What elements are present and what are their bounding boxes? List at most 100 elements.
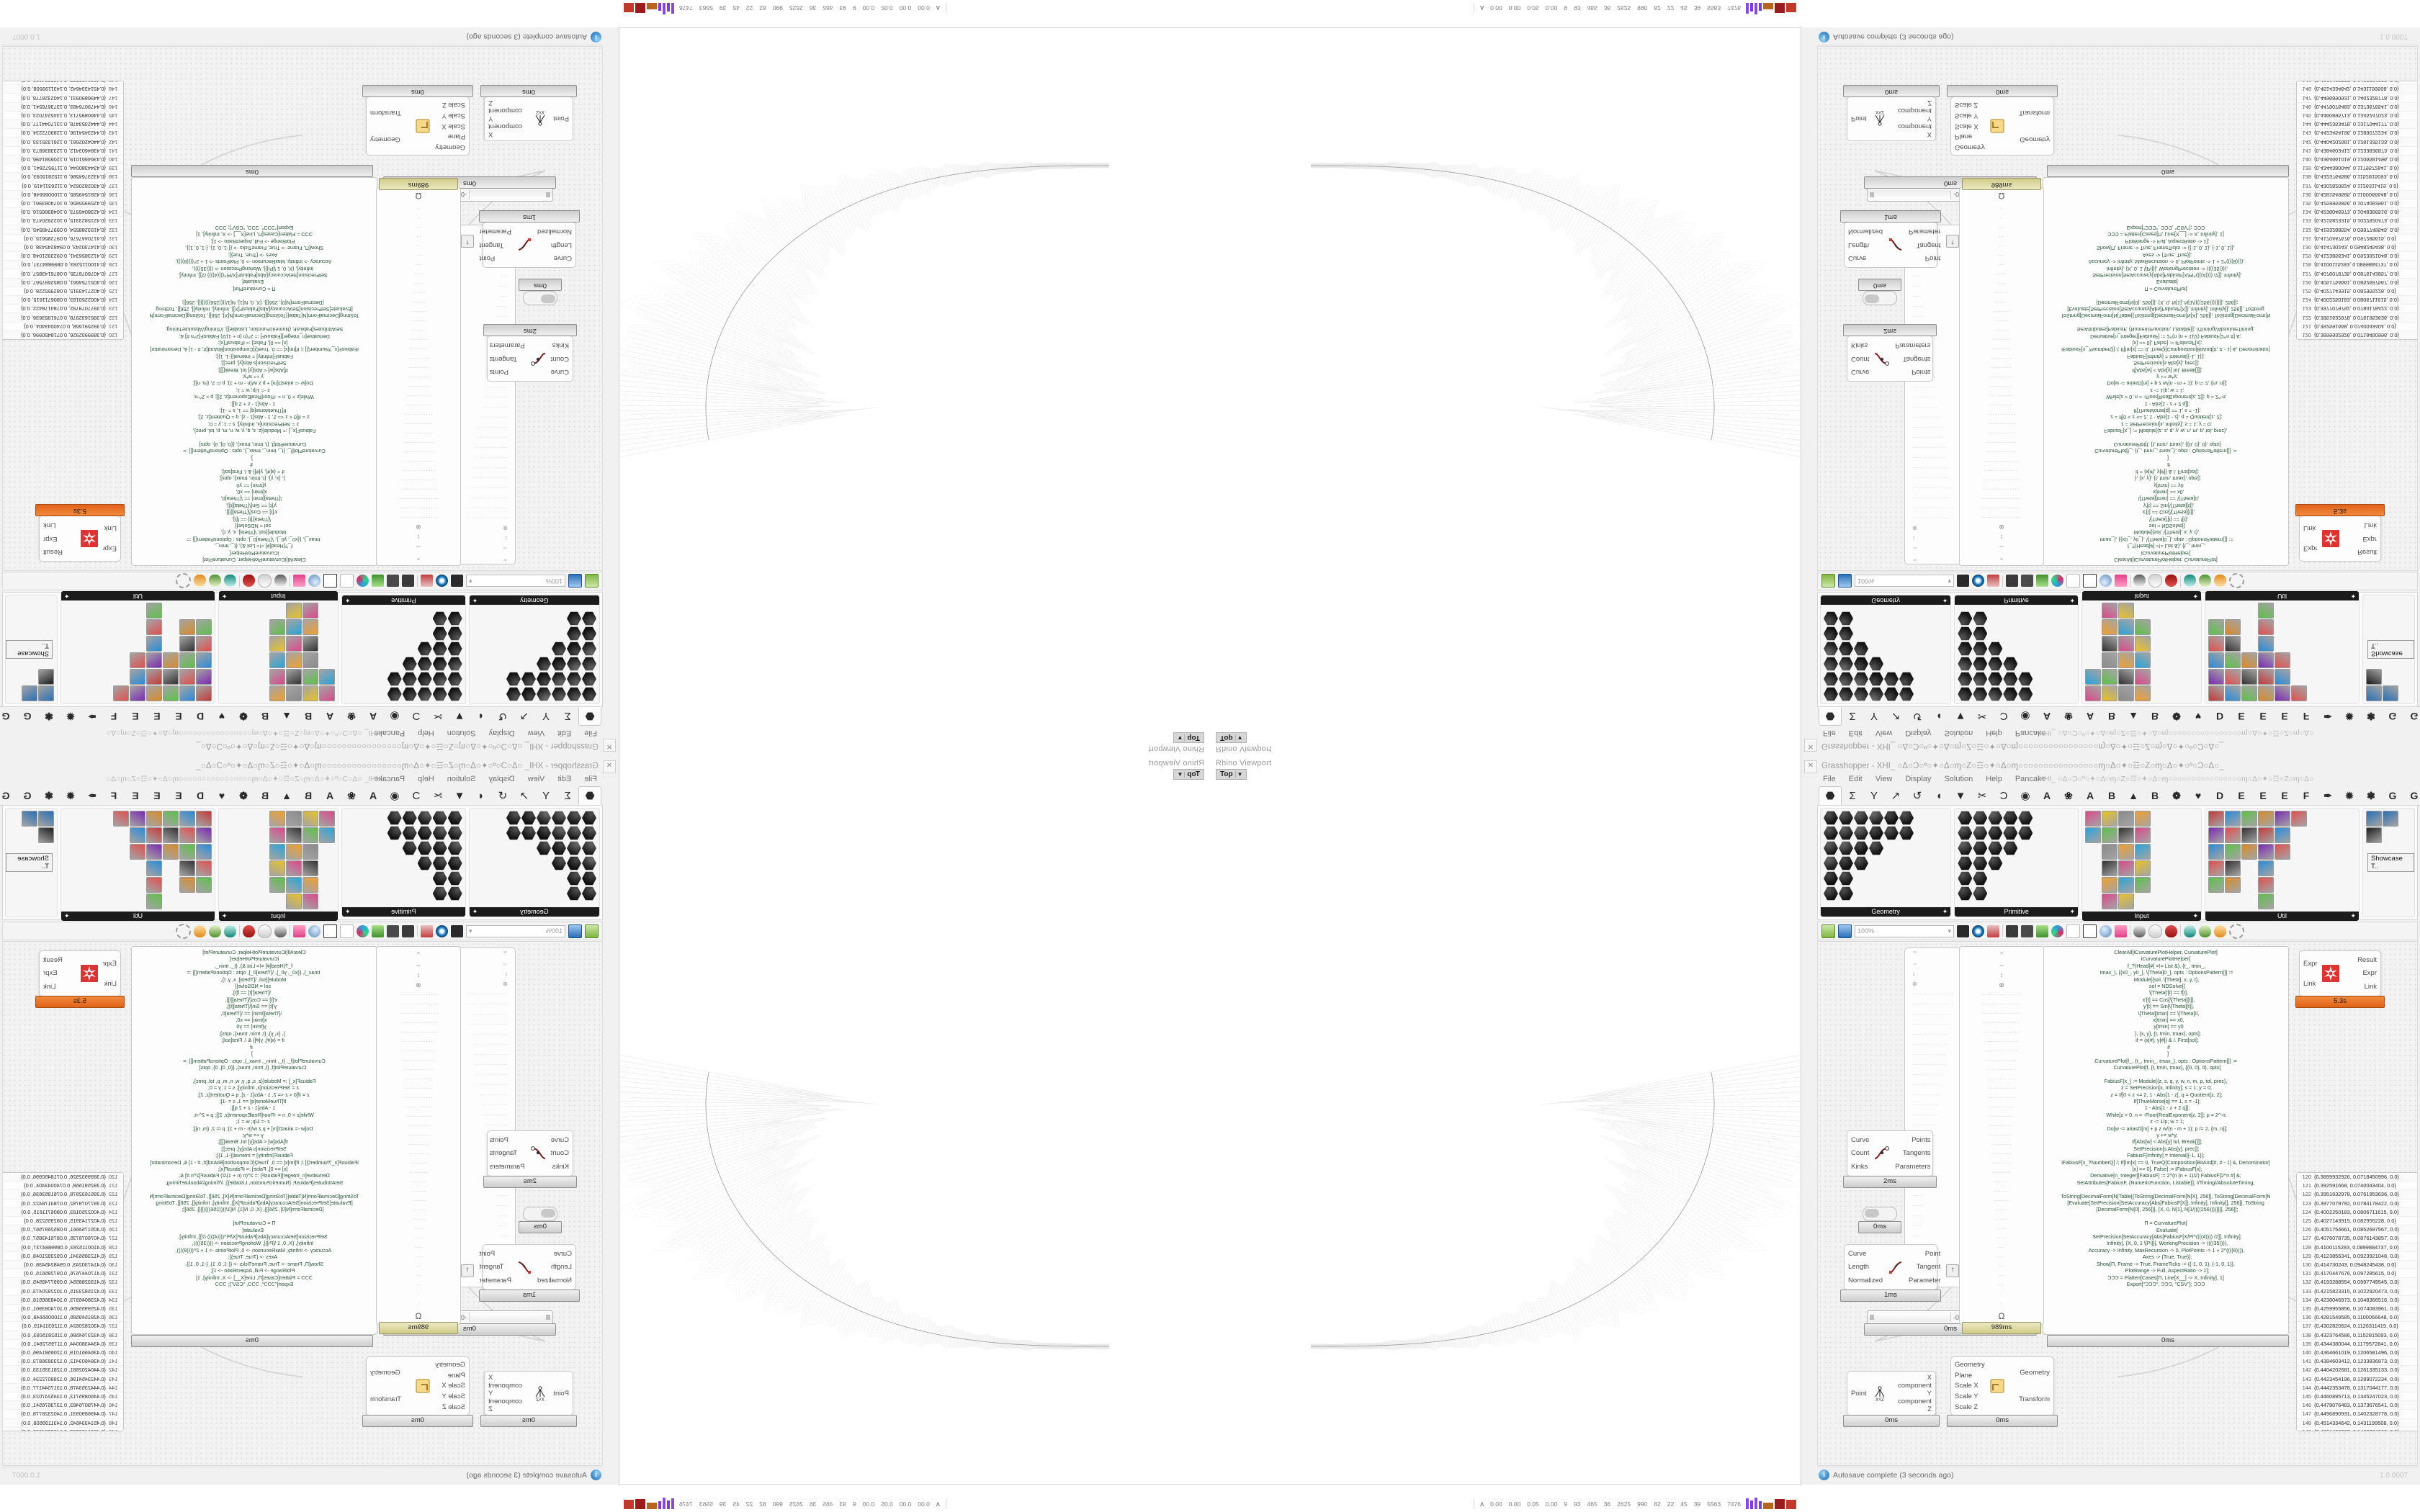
pin-icon[interactable]: ✦ xyxy=(1942,908,1948,915)
sketch-icon[interactable] xyxy=(421,924,433,937)
port-label[interactable]: Link xyxy=(104,524,117,533)
palette-icon[interactable] xyxy=(1973,687,1987,701)
palette-icon[interactable] xyxy=(2135,827,2151,843)
palette-icon[interactable] xyxy=(1839,657,1853,671)
palette-icon[interactable] xyxy=(269,827,285,843)
grasshopper-canvas[interactable]: ⌃⌃⇔⇔↕↕⊗⊗················||||||||||||||||… xyxy=(2,46,603,571)
shade-light-icon[interactable] xyxy=(258,574,272,588)
port-label[interactable]: Geometry xyxy=(370,1369,400,1377)
palette-icon[interactable] xyxy=(552,657,566,671)
open-file-icon[interactable] xyxy=(1821,924,1835,938)
palette-icon[interactable] xyxy=(537,657,551,671)
palette-icon[interactable] xyxy=(1958,811,1973,825)
palette-icon[interactable] xyxy=(403,826,417,840)
palette-icon[interactable] xyxy=(195,844,212,860)
palette-icon[interactable] xyxy=(269,685,285,701)
palette-icon[interactable] xyxy=(433,642,447,656)
ribbon-tab-letter-0[interactable]: A xyxy=(369,711,377,722)
help-icon[interactable] xyxy=(2115,575,2127,588)
palette-icon[interactable] xyxy=(1988,856,2003,870)
port-label[interactable]: Point xyxy=(1924,1249,1941,1258)
ribbon-group-primitive-icons[interactable] xyxy=(1955,605,2078,703)
shade-red-icon[interactable] xyxy=(243,924,255,937)
cluster-icon[interactable] xyxy=(357,575,369,588)
ribbon-tab-letter-10[interactable]: E xyxy=(153,711,161,722)
pin-icon[interactable]: ✦ xyxy=(2192,912,2199,919)
palette-icon[interactable] xyxy=(129,811,145,827)
ribbon-tab-letter-4[interactable]: ▲ xyxy=(282,790,292,801)
palette-icon[interactable] xyxy=(1958,871,1973,886)
ribbon-tab-letter-1[interactable]: ❀ xyxy=(347,711,356,723)
palette-icon[interactable] xyxy=(567,611,581,626)
port-label[interactable]: Points xyxy=(489,1135,508,1144)
zoom-extents-icon[interactable] xyxy=(451,924,463,937)
selection-icon[interactable] xyxy=(2229,573,2244,589)
bake-icon[interactable] xyxy=(2036,575,2048,588)
ribbon-tab-3[interactable]: ↗ xyxy=(1891,790,1901,802)
caret-icon[interactable]: ʌ xyxy=(936,4,940,12)
palette-icon[interactable] xyxy=(1869,841,1883,855)
port-label[interactable]: Parameter xyxy=(1909,227,1941,235)
palette-icon[interactable] xyxy=(2208,685,2225,701)
palette-icon[interactable] xyxy=(1958,611,1972,626)
port-label[interactable]: Scale Z xyxy=(442,1403,465,1412)
palette-icon[interactable] xyxy=(129,669,145,685)
pin-icon[interactable]: ✦ xyxy=(221,912,228,919)
palette-icon[interactable] xyxy=(37,669,54,685)
palette-icon[interactable] xyxy=(2118,652,2135,668)
palette-icon[interactable] xyxy=(403,672,417,686)
ribbon-tab-letter-17[interactable]: G xyxy=(1,711,10,722)
selection-icon[interactable] xyxy=(176,923,191,939)
palette-icon[interactable] xyxy=(2118,636,2135,652)
palette-icon[interactable] xyxy=(2275,827,2291,843)
palette-icon[interactable] xyxy=(285,860,302,876)
ribbon-tab-0[interactable]: ⬣ xyxy=(1819,707,1842,726)
palette-icon[interactable] xyxy=(567,642,581,656)
palette-icon[interactable] xyxy=(269,619,285,635)
palette-icon[interactable] xyxy=(448,687,462,701)
ribbon-group-util-icons[interactable] xyxy=(2205,600,2359,703)
port-label[interactable]: Transform xyxy=(370,1395,401,1403)
palette-icon[interactable] xyxy=(179,844,195,860)
graph-ramp-panel[interactable]: ⌃ ⇔ ↕ ⊗ ··············· ··············· ······… xyxy=(376,187,461,566)
component-evaluate-length[interactable]: Curve Length Normalized Point Tangent Pa… xyxy=(479,210,580,268)
port-label[interactable]: Tangent xyxy=(1916,1263,1941,1272)
ribbon-group-util-icons[interactable] xyxy=(61,600,215,703)
component-scale-nu[interactable]: Geometry Plane Scale X Scale Y Scale Z G… xyxy=(362,85,473,156)
palette-icon[interactable] xyxy=(1973,856,1988,870)
zoom-level-input[interactable]: 100% ▾ xyxy=(466,575,565,588)
palette-icon[interactable] xyxy=(582,626,596,641)
palette-icon[interactable] xyxy=(2241,844,2258,860)
palette-icon[interactable] xyxy=(2102,636,2118,652)
close-icon[interactable]: ✕ xyxy=(1804,760,1817,773)
palette-icon[interactable] xyxy=(2208,652,2225,668)
palette-icon[interactable] xyxy=(179,811,195,827)
palette-icon[interactable] xyxy=(2258,844,2275,860)
gha-icon[interactable] xyxy=(2066,574,2080,588)
ribbon-tab-6[interactable]: ▼ xyxy=(454,710,465,723)
palette-icon[interactable] xyxy=(2102,669,2118,685)
ribbon-group-geometry-icons[interactable] xyxy=(1821,605,1950,703)
palette-icon[interactable] xyxy=(387,687,402,701)
pin-icon[interactable]: ✦ xyxy=(472,908,478,915)
pin-icon[interactable]: ✦ xyxy=(63,593,70,600)
palette-icon[interactable] xyxy=(1973,611,1987,626)
jump-up-button[interactable]: ↑ xyxy=(461,235,474,248)
port-label[interactable]: Scale Z xyxy=(442,100,465,109)
port-label[interactable]: Expr xyxy=(2303,544,2318,553)
help-icon[interactable] xyxy=(293,575,305,588)
palette-icon[interactable] xyxy=(302,669,318,685)
port-label[interactable]: Kinks xyxy=(1851,1163,1868,1171)
palette-icon[interactable] xyxy=(302,811,318,827)
palette-icon[interactable] xyxy=(521,687,536,701)
palette-icon[interactable] xyxy=(2258,652,2275,668)
menu-item-file[interactable]: File xyxy=(1823,729,1836,737)
palette-icon[interactable] xyxy=(162,685,179,701)
palette-icon[interactable] xyxy=(582,611,596,626)
palette-icon[interactable] xyxy=(582,642,596,656)
palette-icon[interactable] xyxy=(2102,860,2118,876)
graph-ramp-panel[interactable]: ⌃ ⇔ ↕ ⊗ ··············· ··············· ······… xyxy=(1959,187,2044,566)
palette-icon[interactable] xyxy=(506,826,521,840)
palette-icon[interactable] xyxy=(1973,626,1987,641)
palette-icon[interactable] xyxy=(269,636,285,652)
